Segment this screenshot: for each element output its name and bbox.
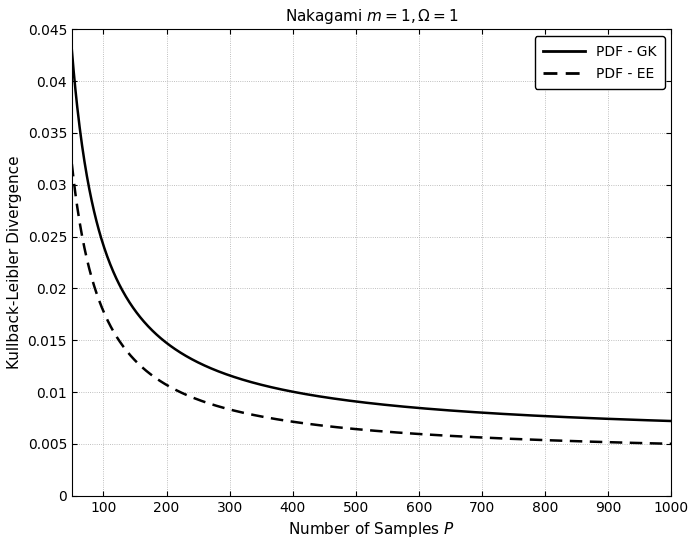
Y-axis label: Kullback-Leibler Divergence: Kullback-Leibler Divergence [7, 156, 22, 369]
PDF - EE [68, 161, 76, 167]
Line: PDF - EE: PDF - EE [72, 164, 672, 444]
PDF - GK [667, 418, 676, 424]
PDF - GK [546, 413, 555, 420]
PDF - EE [129, 355, 137, 361]
PDF - GK [480, 410, 488, 416]
PDF - GK [129, 305, 137, 311]
PDF - EE [310, 422, 319, 428]
PDF - EE [535, 437, 544, 443]
Legend: PDF - GK, PDF - EE: PDF - GK, PDF - EE [535, 36, 665, 89]
Title: Nakagami $m=1, \Omega=1$: Nakagami $m=1, \Omega=1$ [285, 7, 459, 26]
PDF - EE [667, 441, 676, 447]
PDF - GK [310, 392, 319, 399]
PDF - GK [535, 413, 544, 419]
PDF - EE [546, 437, 555, 443]
PDF - EE [332, 424, 340, 430]
PDF - GK [332, 396, 340, 402]
Line: PDF - GK: PDF - GK [72, 50, 672, 421]
PDF - EE [480, 434, 488, 441]
X-axis label: Number of Samples $P$: Number of Samples $P$ [288, 520, 455, 539]
PDF - GK [68, 47, 76, 54]
